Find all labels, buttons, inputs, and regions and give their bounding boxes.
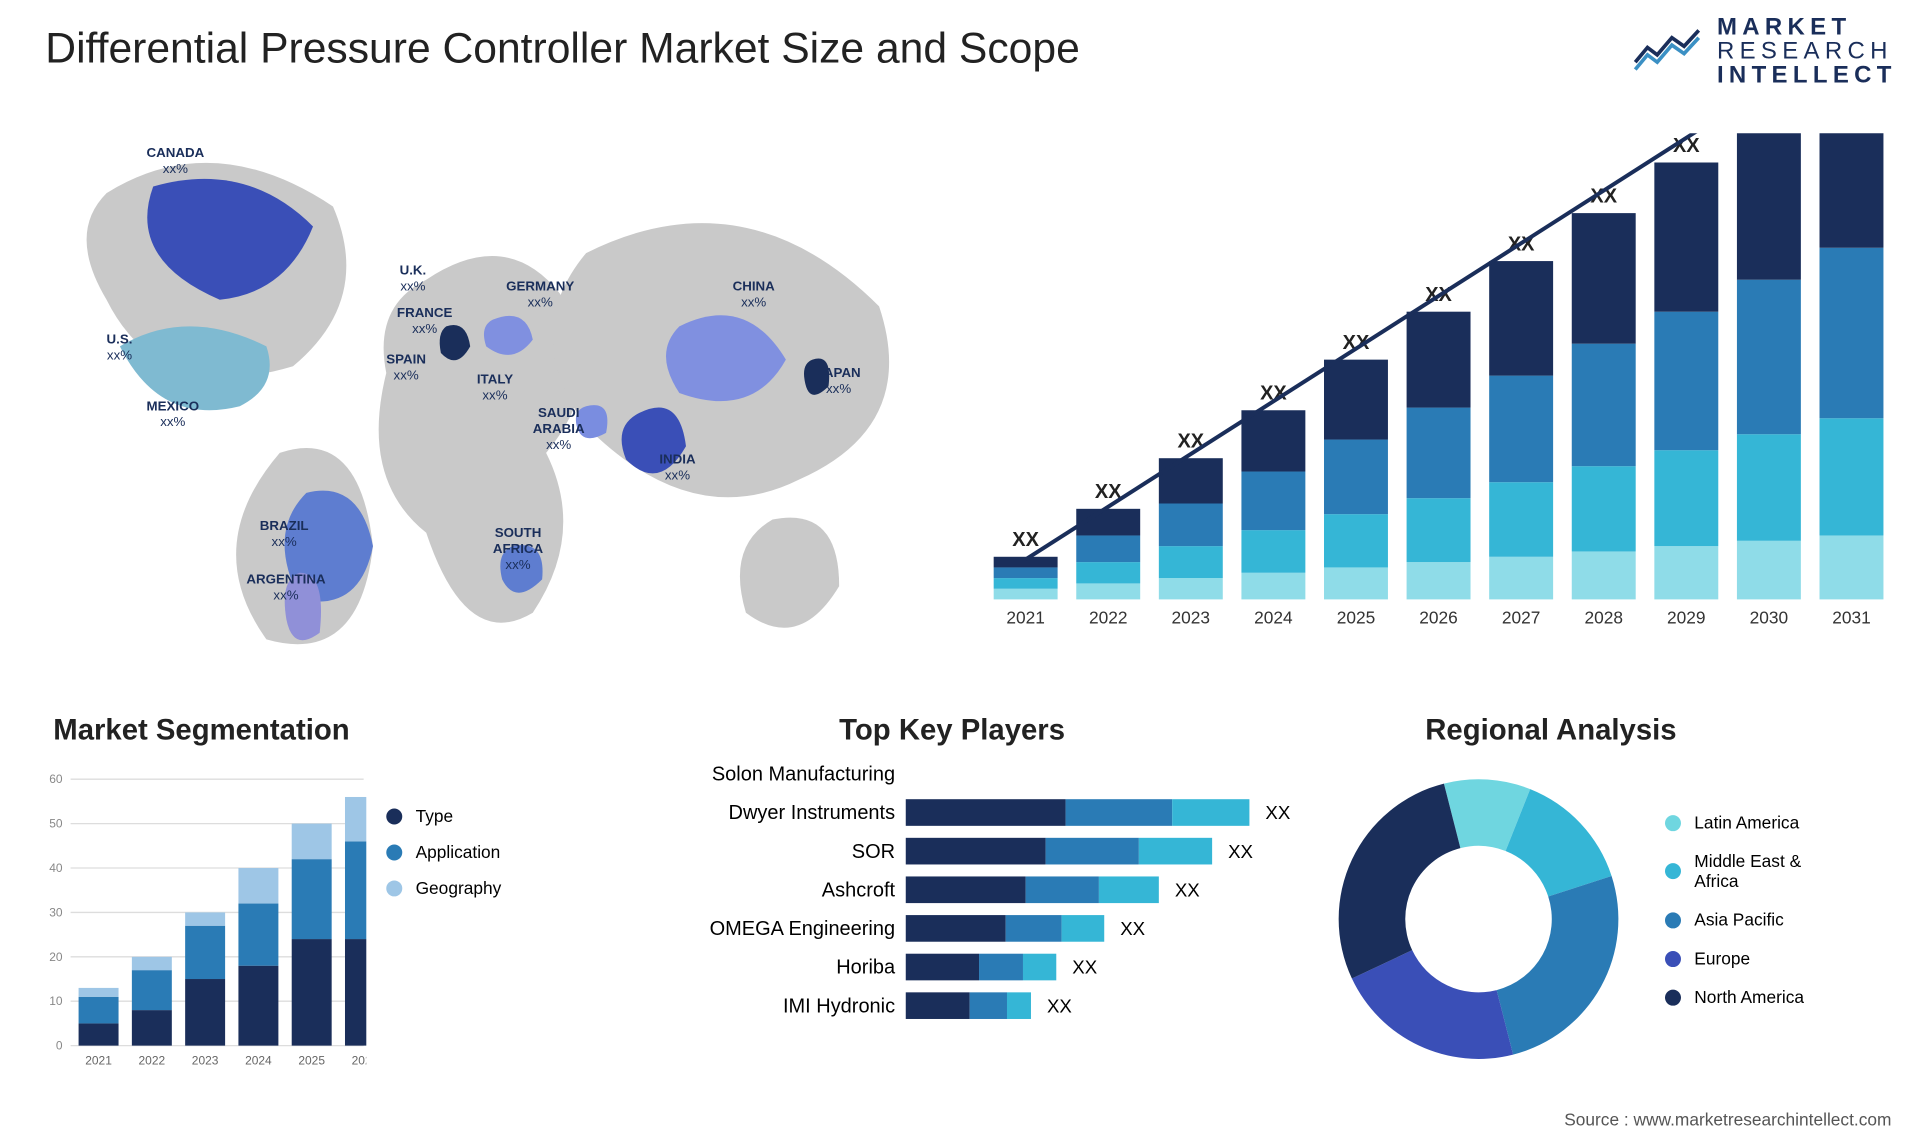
map-label: BRAZILxx% bbox=[260, 519, 309, 551]
legend-item: Middle East &Africa bbox=[1665, 851, 1804, 891]
legend-item: North America bbox=[1665, 987, 1804, 1007]
logo-line2: RESEARCH bbox=[1717, 38, 1897, 62]
svg-text:30: 30 bbox=[49, 905, 63, 919]
kp-label: Horiba bbox=[639, 956, 905, 979]
kp-label: Dwyer Instruments bbox=[639, 801, 905, 824]
svg-text:2025: 2025 bbox=[298, 1053, 325, 1067]
svg-text:2031: 2031 bbox=[1832, 607, 1870, 627]
ra-heading: Regional Analysis bbox=[1425, 713, 1676, 748]
regional-donut: Latin America Middle East &Africa Asia Pac… bbox=[1332, 766, 1905, 1072]
kp-row: SOR XX bbox=[639, 836, 1292, 865]
seg-heading: Market Segmentation bbox=[53, 713, 349, 748]
forecast-bar-chart: 2021XX2022XX2023XX2024XX2025XX2026XX2027… bbox=[986, 133, 1892, 639]
svg-text:10: 10 bbox=[49, 994, 63, 1008]
kp-row: OMEGA Engineering XX bbox=[639, 914, 1292, 943]
kp-bar bbox=[906, 915, 1104, 942]
kp-row: Dwyer Instruments XX bbox=[639, 798, 1292, 827]
segmentation-legend: Type Application Geography bbox=[386, 806, 501, 914]
svg-text:50: 50 bbox=[49, 817, 63, 831]
svg-text:2024: 2024 bbox=[1254, 607, 1293, 627]
svg-text:2025: 2025 bbox=[1337, 607, 1375, 627]
kp-value: XX bbox=[1047, 995, 1072, 1016]
svg-text:2022: 2022 bbox=[139, 1053, 166, 1067]
svg-text:60: 60 bbox=[49, 772, 63, 786]
map-label: FRANCExx% bbox=[397, 306, 453, 338]
kp-row: Horiba XX bbox=[639, 952, 1292, 981]
kp-value: XX bbox=[1072, 956, 1097, 977]
svg-text:2021: 2021 bbox=[1006, 607, 1044, 627]
kp-label: Solon Manufacturing bbox=[639, 763, 905, 786]
kp-bar bbox=[906, 876, 1159, 903]
svg-text:2022: 2022 bbox=[1089, 607, 1127, 627]
map-label: U.K.xx% bbox=[400, 264, 427, 296]
map-label: MEXICOxx% bbox=[147, 400, 200, 432]
map-label: ARGENTINAxx% bbox=[246, 573, 325, 605]
legend-item: Europe bbox=[1665, 948, 1804, 968]
kp-value: XX bbox=[1265, 802, 1290, 823]
map-label: GERMANYxx% bbox=[506, 280, 574, 312]
svg-text:0: 0 bbox=[56, 1039, 63, 1053]
kp-row: Solon Manufacturing bbox=[639, 759, 1292, 788]
svg-text:2024: 2024 bbox=[245, 1053, 272, 1067]
map-label: INDIAxx% bbox=[659, 453, 695, 485]
kp-value: XX bbox=[1120, 918, 1145, 939]
svg-text:40: 40 bbox=[49, 861, 63, 875]
kp-label: IMI Hydronic bbox=[639, 994, 905, 1017]
kp-bar bbox=[906, 838, 1212, 865]
legend-item: Latin America bbox=[1665, 813, 1804, 833]
page-title: Differential Pressure Controller Market … bbox=[45, 24, 1080, 73]
map-label: SAUDIARABIAxx% bbox=[533, 406, 585, 454]
world-map: CANADAxx% U.S.xx% MEXICOxx% BRAZILxx% ARGENT… bbox=[27, 120, 933, 679]
kp-bar bbox=[906, 799, 1250, 826]
svg-text:2029: 2029 bbox=[1667, 607, 1705, 627]
map-label: SPAINxx% bbox=[386, 353, 426, 385]
svg-text:2023: 2023 bbox=[1172, 607, 1210, 627]
map-label: ITALYxx% bbox=[477, 373, 513, 405]
kp-bar bbox=[906, 992, 1031, 1019]
legend-item: Application bbox=[386, 842, 501, 862]
source-text: Source : www.marketresearchintellect.com bbox=[1564, 1110, 1891, 1130]
map-label: CHINAxx% bbox=[733, 280, 775, 312]
kp-value: XX bbox=[1228, 840, 1253, 861]
segmentation-chart: 0 10 20 30 40 50 60 2021 2022 2023 2024 2025 2026 bbox=[33, 759, 366, 1072]
svg-text:XX: XX bbox=[1012, 529, 1039, 551]
logo-line3: INTELLECT bbox=[1717, 62, 1897, 86]
kp-heading: Top Key Players bbox=[839, 713, 1065, 748]
legend-item: Geography bbox=[386, 878, 501, 898]
svg-text:2023: 2023 bbox=[192, 1053, 219, 1067]
brand-logo: MARKET RESEARCH INTELLECT bbox=[1630, 13, 1896, 86]
kp-row: Ashcroft XX bbox=[639, 875, 1292, 904]
svg-text:2026: 2026 bbox=[1419, 607, 1457, 627]
map-label: U.S.xx% bbox=[107, 333, 133, 365]
kp-label: SOR bbox=[639, 840, 905, 863]
kp-bar bbox=[906, 954, 1057, 981]
svg-text:2028: 2028 bbox=[1584, 607, 1622, 627]
kp-label: OMEGA Engineering bbox=[639, 917, 905, 940]
key-players-chart: Solon ManufacturingDwyer InstrumentsXXSO… bbox=[639, 759, 1292, 1029]
donut-legend: Latin America Middle East &Africa Asia Pac… bbox=[1665, 813, 1804, 1026]
map-label: SOUTHAFRICAxx% bbox=[493, 526, 543, 574]
svg-text:20: 20 bbox=[49, 950, 63, 964]
kp-row: IMI Hydronic XX bbox=[639, 991, 1292, 1020]
legend-item: Type bbox=[386, 806, 501, 826]
svg-text:2021: 2021 bbox=[85, 1053, 112, 1067]
svg-text:2030: 2030 bbox=[1750, 607, 1788, 627]
kp-value: XX bbox=[1175, 879, 1200, 900]
map-label: CANADAxx% bbox=[147, 147, 205, 179]
legend-item: Asia Pacific bbox=[1665, 910, 1804, 930]
kp-label: Ashcroft bbox=[639, 878, 905, 901]
svg-text:2027: 2027 bbox=[1502, 607, 1540, 627]
logo-line1: MARKET bbox=[1717, 14, 1897, 38]
svg-text:2026: 2026 bbox=[352, 1053, 367, 1067]
map-label: JAPANxx% bbox=[817, 366, 861, 398]
logo-mark bbox=[1630, 13, 1703, 86]
